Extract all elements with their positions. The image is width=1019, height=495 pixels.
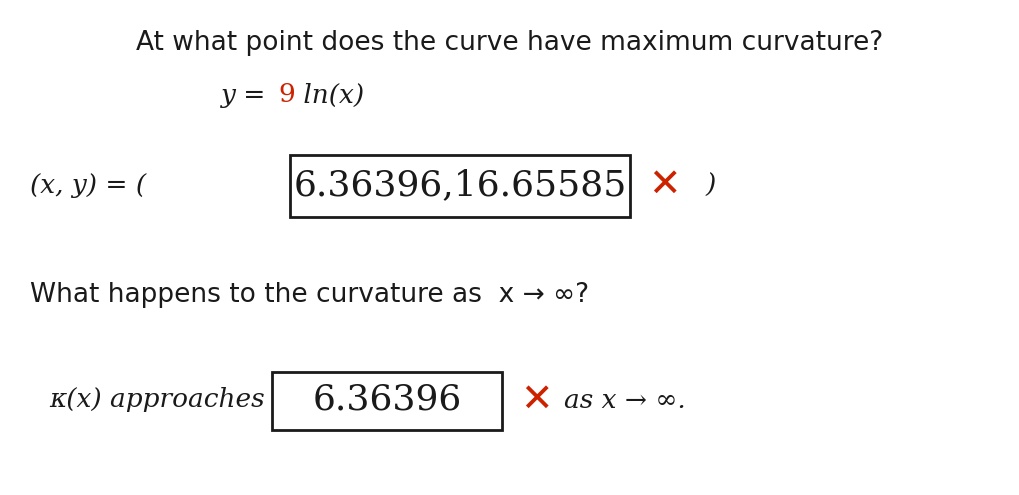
Text: 9: 9 xyxy=(278,83,294,107)
FancyBboxPatch shape xyxy=(272,372,501,430)
Text: κ(x) approaches: κ(x) approaches xyxy=(49,388,265,412)
Text: What happens to the curvature as  x → ∞?: What happens to the curvature as x → ∞? xyxy=(30,282,589,308)
FancyBboxPatch shape xyxy=(289,155,630,217)
Text: y =: y = xyxy=(221,83,275,107)
Text: 6.36396,16.65585: 6.36396,16.65585 xyxy=(293,168,626,202)
Text: ln(x): ln(x) xyxy=(294,83,364,107)
Text: At what point does the curve have maximum curvature?: At what point does the curve have maximu… xyxy=(137,30,882,56)
Text: ✕: ✕ xyxy=(520,381,552,419)
Text: (x, y) = (: (x, y) = ( xyxy=(30,172,146,198)
Text: as x → ∞.: as x → ∞. xyxy=(564,388,685,412)
Text: ): ) xyxy=(704,172,714,198)
Text: 6.36396: 6.36396 xyxy=(312,383,462,417)
Text: ✕: ✕ xyxy=(647,166,680,204)
